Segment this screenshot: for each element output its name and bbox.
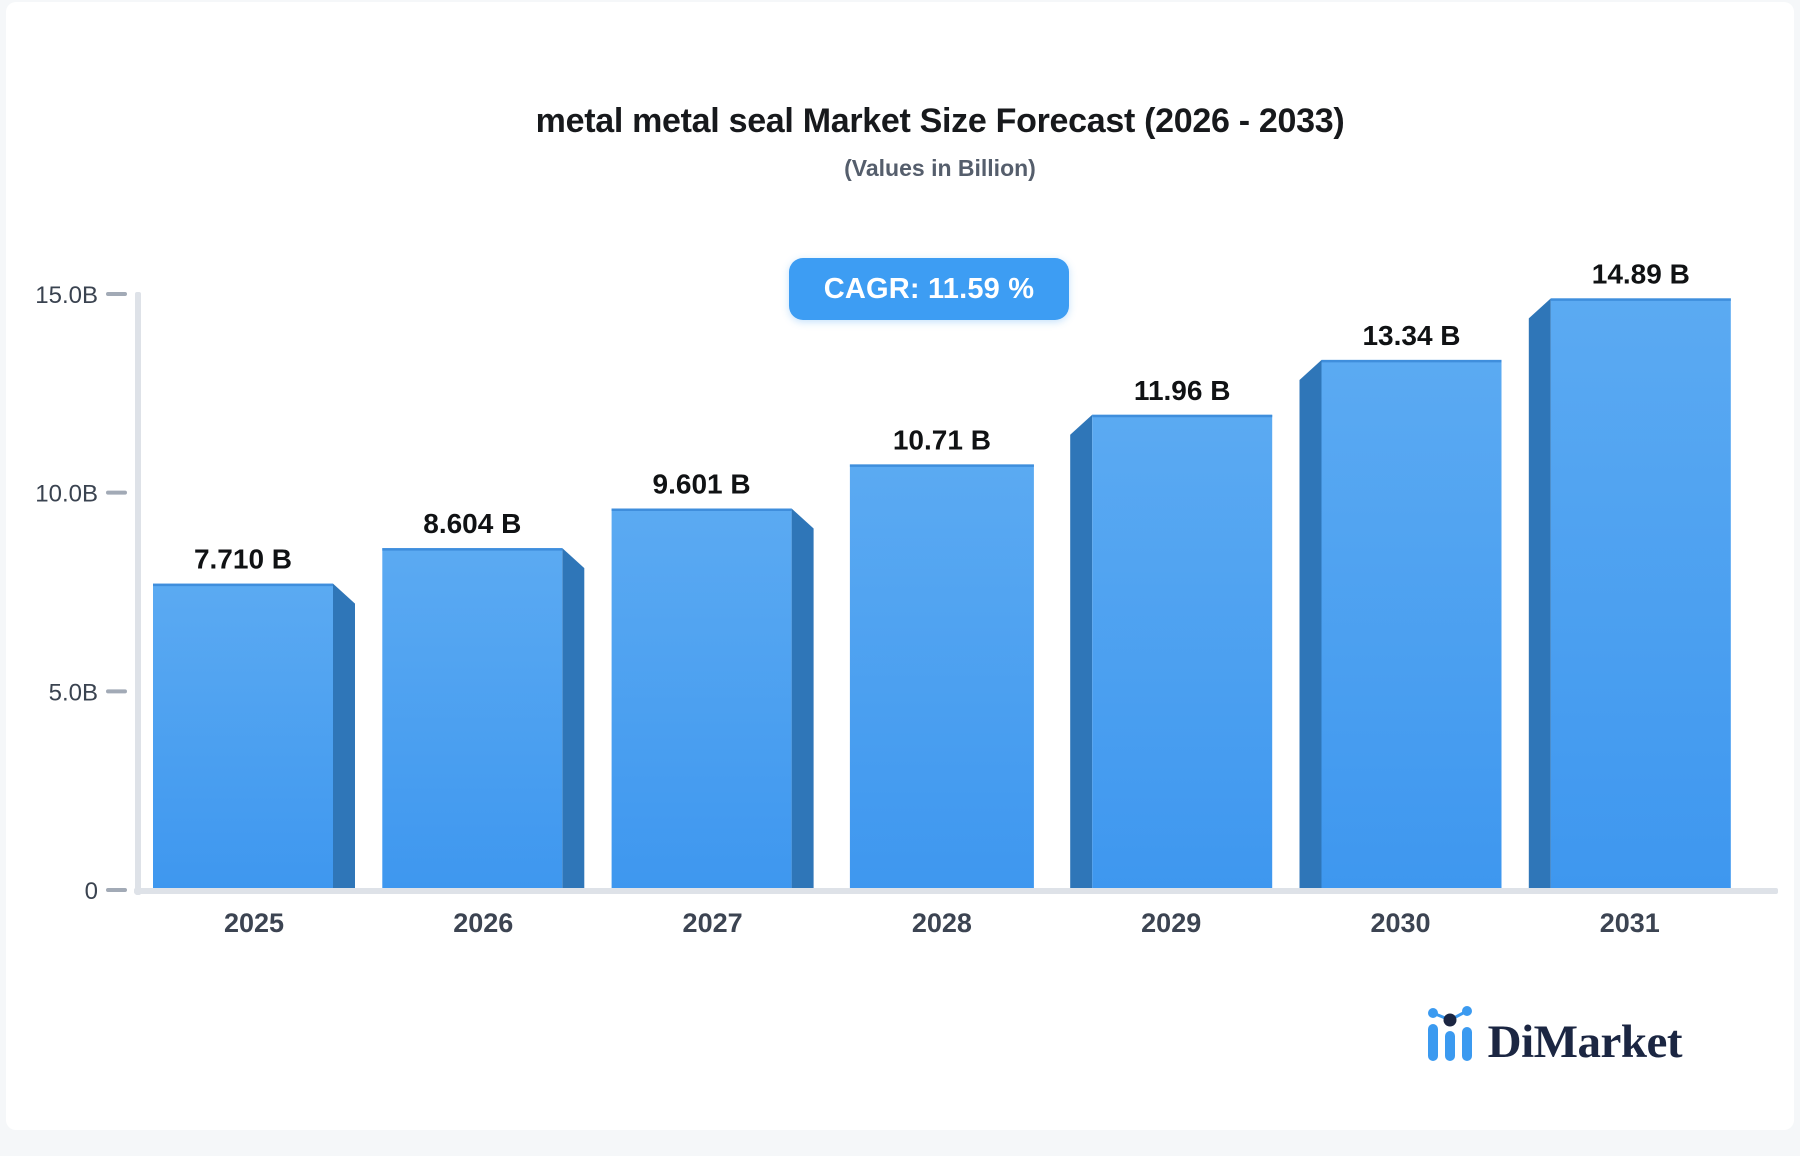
bar-face — [382, 548, 563, 890]
y-tick — [106, 888, 127, 892]
x-tick-label: 2029 — [1141, 908, 1201, 938]
x-tick-label: 2030 — [1370, 908, 1430, 938]
bar-side-face — [1070, 414, 1093, 890]
y-axis-line — [135, 292, 141, 895]
cagr-badge-label: CAGR: 11.59 % — [823, 272, 1035, 305]
bar-2031: 14.89 B 2031 — [1528, 258, 1731, 938]
bar-side-face — [1528, 298, 1551, 890]
x-tick-label: 2026 — [453, 908, 513, 938]
bar-face — [153, 583, 333, 890]
bar-2030: 13.34 B 2030 — [1299, 320, 1502, 938]
bar-value-label: 14.89 B — [1592, 258, 1690, 289]
bar-2028: 10.71 B 2028 — [849, 424, 1034, 938]
bar-face — [611, 508, 792, 890]
y-tick-label: 5.0B — [49, 679, 98, 706]
brand-name: DiMarket — [1487, 1016, 1683, 1068]
bar-face — [1321, 359, 1502, 890]
bar-value-label: 7.710 B — [194, 544, 292, 575]
y-tick — [106, 292, 127, 296]
y-tick-label: 10.0B — [35, 481, 98, 508]
bar-value-label: 13.34 B — [1362, 320, 1460, 351]
x-tick-label: 2025 — [224, 908, 284, 938]
dimarket-logo-icon — [1427, 1006, 1472, 1061]
x-tick-label: 2028 — [912, 908, 972, 938]
bar-value-label: 9.601 B — [653, 469, 751, 500]
bar-2027: 9.601 B 2027 — [611, 469, 814, 938]
bar-value-label: 8.604 B — [423, 508, 521, 539]
chart-header: metal metal seal Market Size Forecast (2… — [106, 102, 1774, 182]
bar-chart: 0 5.0B 10.0B 15.0B 7.710 B 2025 8.604 B 2026 9.6… — [35, 258, 1778, 938]
y-tick — [106, 689, 127, 694]
chart-title: metal metal seal Market Size Forecast (2… — [535, 102, 1345, 140]
bar-side-face — [562, 548, 585, 890]
y-tick-label: 15.0B — [35, 282, 98, 309]
plot-area: 0 5.0B 10.0B 15.0B 7.710 B 2025 8.604 B 2026 9.6… — [35, 258, 1778, 938]
bar-face — [1550, 298, 1731, 890]
chart-subtitle: (Values in Billion) — [844, 155, 1036, 181]
y-tick — [106, 490, 127, 495]
bar-value-label: 11.96 B — [1134, 375, 1231, 406]
bar-side-face — [1299, 359, 1322, 890]
bar-side-face — [791, 508, 814, 890]
x-tick-label: 2027 — [683, 908, 743, 938]
chart-card: metal metal seal Market Size Forecast (2… — [6, 2, 1794, 1130]
bar-side-face — [333, 583, 355, 890]
bar-2025: 7.710 B 2025 — [153, 544, 355, 938]
bar-face — [849, 464, 1034, 890]
y-tick-label: 0 — [85, 878, 98, 905]
bar-2026: 8.604 B 2026 — [382, 508, 585, 938]
x-tick-label: 2031 — [1600, 908, 1660, 938]
cagr-badge: CAGR: 11.59 % — [789, 258, 1069, 320]
bar-value-label: 10.71 B — [893, 424, 991, 455]
x-axis-line — [134, 888, 1778, 894]
bar-2029: 11.96 B 2029 — [1070, 375, 1273, 938]
bar-face — [1092, 414, 1273, 890]
brand-logo: DiMarket — [1426, 1003, 1683, 1068]
